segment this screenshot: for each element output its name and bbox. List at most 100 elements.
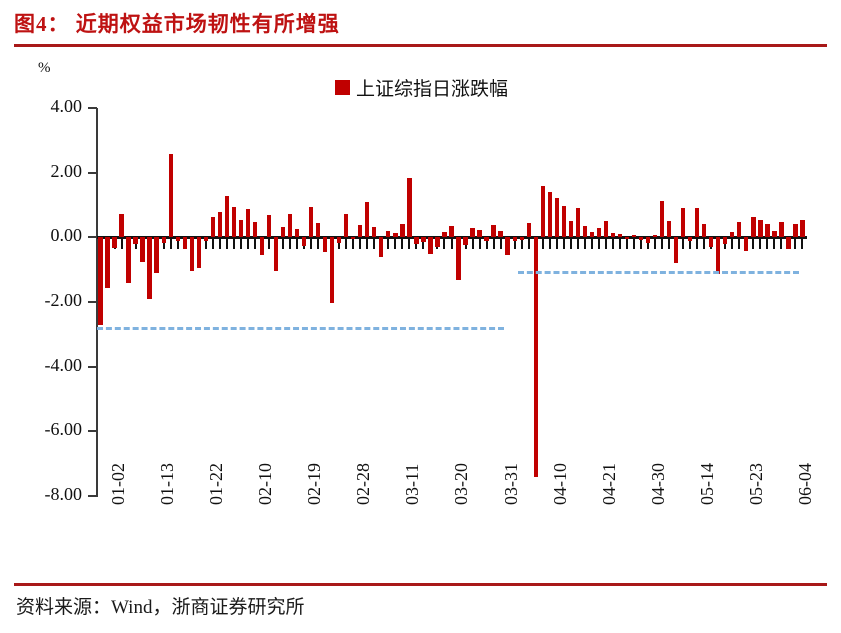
x-axis-tick: [773, 239, 776, 249]
bar: [428, 237, 433, 255]
bar: [189, 237, 194, 271]
x-axis-tick: [618, 239, 621, 249]
bar: [154, 237, 159, 273]
x-axis-tick: [625, 239, 628, 249]
x-axis-tick: [211, 239, 214, 249]
x-axis-tick: [794, 239, 797, 249]
x-axis-tick: [499, 239, 502, 249]
chart-legend: 上证综指日涨跌幅: [335, 74, 508, 101]
y-axis-tick-label: 0.00: [50, 225, 83, 246]
x-axis-tick: [387, 239, 390, 249]
bar: [526, 222, 531, 238]
bar: [301, 237, 307, 247]
y-axis-tick-label: -4.00: [44, 354, 83, 375]
x-axis-tick: [738, 239, 741, 249]
y-axis-tick: [88, 430, 97, 433]
x-axis-tick: [310, 239, 313, 249]
x-axis-tick: [401, 239, 404, 249]
y-axis-line: [96, 108, 98, 497]
x-axis-tick: [576, 239, 579, 249]
bar: [547, 192, 552, 238]
x-axis-tick: [689, 239, 692, 249]
bar: [421, 237, 426, 242]
bar: [147, 237, 152, 300]
x-axis-tick: [289, 239, 292, 249]
bar: [231, 206, 237, 238]
bar: [386, 230, 391, 238]
threshold-line-late: [518, 270, 799, 274]
x-axis-tick: [696, 239, 699, 249]
y-axis-tick: [88, 365, 97, 368]
x-axis-tick: [120, 239, 123, 249]
x-axis-tick: [661, 239, 664, 249]
bar: [695, 207, 700, 238]
bar: [737, 222, 742, 238]
bar: [491, 225, 496, 238]
bar: [512, 237, 517, 242]
x-axis-tick: [640, 239, 643, 249]
source-note: 资料来源：Wind，浙商证券研究所: [16, 597, 305, 618]
bar: [561, 206, 566, 238]
bar: [322, 237, 328, 252]
bar: [610, 232, 616, 238]
bar: [751, 217, 756, 238]
bar: [554, 197, 559, 238]
bar: [175, 237, 180, 241]
x-axis-tick: [597, 239, 600, 249]
x-axis-tick: [218, 239, 221, 249]
threshold-line-early: [97, 326, 505, 330]
x-axis-tick: [408, 239, 411, 249]
bar: [196, 237, 201, 269]
bar: [252, 222, 258, 238]
x-axis-tick: [169, 239, 172, 249]
bar: [709, 237, 714, 248]
bar: [315, 223, 321, 238]
x-axis-tick: [373, 239, 376, 249]
bar: [133, 237, 138, 244]
x-axis-tick: [569, 239, 572, 249]
bar: [280, 227, 286, 238]
bar: [308, 206, 314, 238]
bar: [582, 226, 588, 238]
x-axis-tick: [239, 239, 242, 249]
x-axis-tick: [527, 239, 530, 249]
bar: [337, 237, 342, 243]
bar: [287, 214, 293, 238]
bar: [652, 234, 658, 238]
bar: [540, 186, 545, 238]
x-axis-tick: [562, 239, 565, 249]
bar: [631, 235, 637, 238]
x-axis-tick: [668, 239, 671, 249]
bar: [638, 237, 644, 240]
bar: [505, 237, 510, 256]
bar: [533, 237, 538, 477]
x-axis-tick: [611, 239, 614, 249]
bar: [224, 195, 230, 238]
bar: [659, 201, 665, 238]
x-axis-tick: [225, 239, 228, 249]
bar: [358, 225, 363, 238]
y-axis-tick-label: 4.00: [50, 96, 83, 116]
x-axis-tick: [162, 239, 165, 249]
bar: [168, 154, 173, 238]
bar: [758, 220, 763, 238]
figure-title: 图4： 近期权益市场韧性有所增强: [14, 12, 340, 36]
bar: [575, 208, 581, 238]
bar: [673, 237, 679, 264]
bar: [449, 226, 454, 238]
x-axis-tick: [296, 239, 299, 249]
title-divider: [14, 44, 827, 47]
y-axis-tick-label: -6.00: [44, 419, 83, 440]
x-axis-tick: [555, 239, 558, 249]
bar: [245, 208, 251, 238]
bar: [203, 237, 208, 241]
x-axis-tick: [134, 239, 137, 249]
x-axis-tick: [780, 239, 783, 249]
bar: [435, 237, 440, 248]
bar: [744, 237, 749, 251]
bar: [484, 237, 489, 241]
bar: [786, 237, 791, 249]
bar: [793, 224, 798, 238]
bar: [140, 237, 145, 262]
x-axis-tick: [590, 239, 593, 249]
